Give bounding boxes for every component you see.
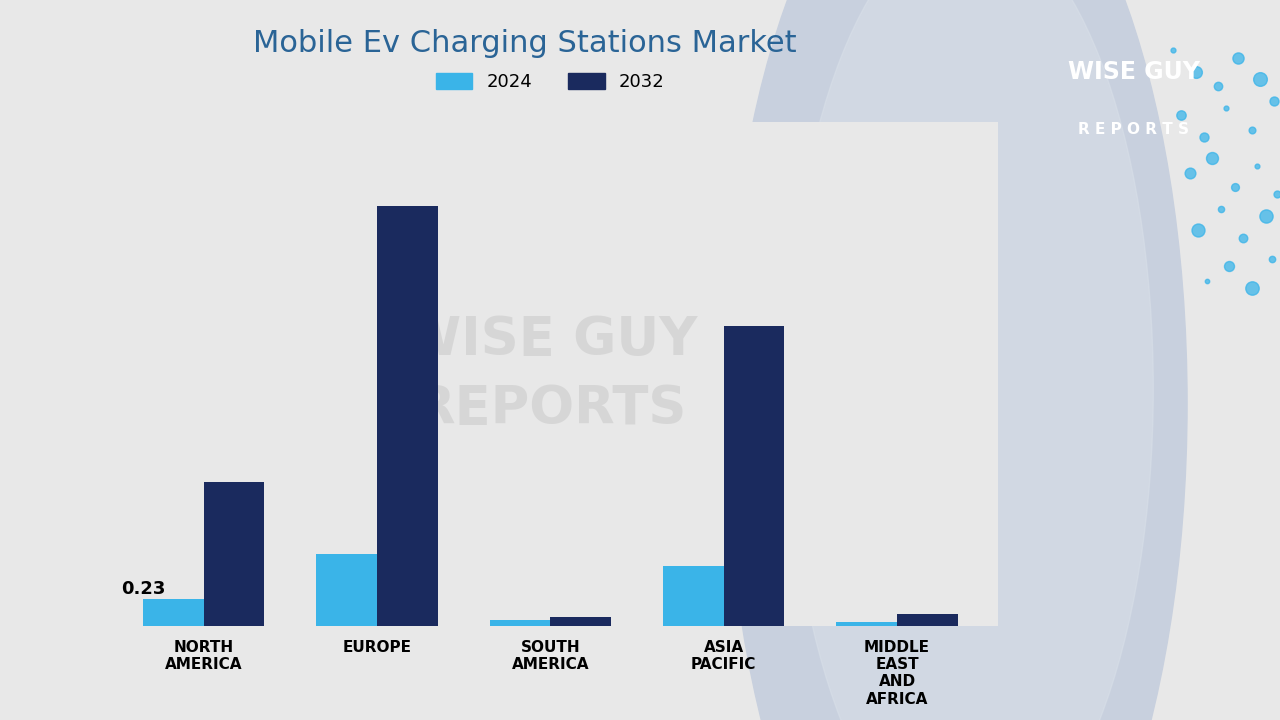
Bar [143,599,204,626]
Bar [490,621,550,626]
Legend: 2024, 2032: 2024, 2032 [429,66,672,99]
Text: WISE GUY: WISE GUY [1068,60,1199,84]
Text: Mobile Ev Charging Stations Market: Mobile Ev Charging Stations Market [253,29,796,58]
Bar [378,207,438,626]
Bar [897,614,957,626]
Bar [550,617,611,626]
Circle shape [726,0,1187,720]
Bar [204,482,265,626]
Bar [316,554,378,626]
Text: 0.23: 0.23 [122,580,166,598]
Bar [836,621,897,626]
Text: WISE GUY
REPORTS: WISE GUY REPORTS [403,314,698,435]
Bar [663,567,723,626]
Bar [723,326,785,626]
Circle shape [787,0,1153,720]
Text: R E P O R T S: R E P O R T S [1078,122,1189,137]
